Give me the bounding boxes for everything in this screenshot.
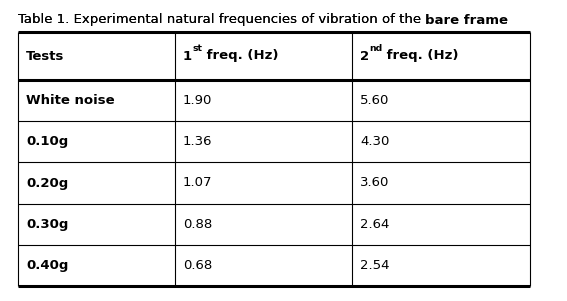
- Text: 3.60: 3.60: [360, 176, 390, 190]
- Text: bare frame: bare frame: [425, 14, 509, 26]
- Text: 1: 1: [183, 49, 192, 63]
- Text: 0.40g: 0.40g: [26, 259, 69, 272]
- Text: 0.68: 0.68: [183, 259, 212, 272]
- Text: 1.90: 1.90: [183, 94, 213, 107]
- Text: freq. (Hz): freq. (Hz): [202, 49, 278, 63]
- Text: Tests: Tests: [26, 49, 65, 63]
- Text: 1.07: 1.07: [183, 176, 213, 190]
- Text: Table 1. Experimental natural frequencies of vibration of the: Table 1. Experimental natural frequencie…: [18, 14, 425, 26]
- Text: freq. (Hz): freq. (Hz): [382, 49, 459, 63]
- Text: 4.30: 4.30: [360, 135, 390, 148]
- Text: White noise: White noise: [26, 94, 115, 107]
- Text: 5.60: 5.60: [360, 94, 390, 107]
- Text: 0.20g: 0.20g: [26, 176, 68, 190]
- Text: nd: nd: [369, 44, 382, 53]
- Text: 0.30g: 0.30g: [26, 218, 69, 231]
- Text: 0.88: 0.88: [183, 218, 212, 231]
- Text: 2: 2: [360, 49, 369, 63]
- Text: st: st: [192, 44, 202, 53]
- Text: 2.54: 2.54: [360, 259, 390, 272]
- Text: 1.36: 1.36: [183, 135, 213, 148]
- Text: 0.10g: 0.10g: [26, 135, 68, 148]
- Text: Table 1. Experimental natural frequencies of vibration of the: Table 1. Experimental natural frequencie…: [18, 14, 425, 26]
- Text: 2.64: 2.64: [360, 218, 390, 231]
